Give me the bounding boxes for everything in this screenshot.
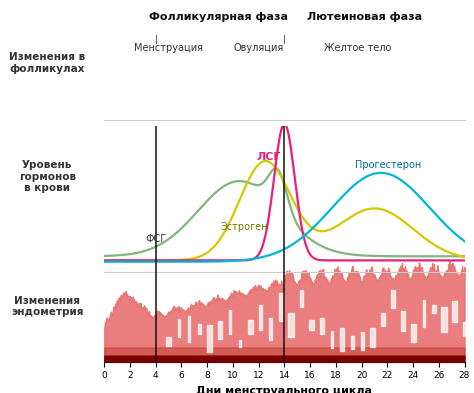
Text: ФСГ: ФСГ: [146, 234, 167, 244]
Text: Овуляция: Овуляция: [233, 43, 283, 53]
Text: ЛСГ: ЛСГ: [257, 152, 281, 162]
Text: Желтое тело: Желтое тело: [324, 43, 392, 53]
Text: Эстроген: Эстроген: [220, 222, 267, 232]
Text: Фолликулярная фаза: Фолликулярная фаза: [148, 12, 288, 22]
Text: Менструация: Менструация: [134, 43, 203, 53]
Text: Прогестерон: Прогестерон: [355, 160, 421, 170]
Text: Уровень
гормонов
в крови: Уровень гормонов в крови: [19, 160, 76, 193]
X-axis label: Дни менструального цикла: Дни менструального цикла: [196, 386, 373, 393]
Text: Изменения в
фолликулах: Изменения в фолликулах: [9, 52, 85, 73]
Text: Изменения
эндометрия: Изменения эндометрия: [11, 296, 83, 317]
Text: Лютеиновая фаза: Лютеиновая фаза: [308, 12, 422, 22]
